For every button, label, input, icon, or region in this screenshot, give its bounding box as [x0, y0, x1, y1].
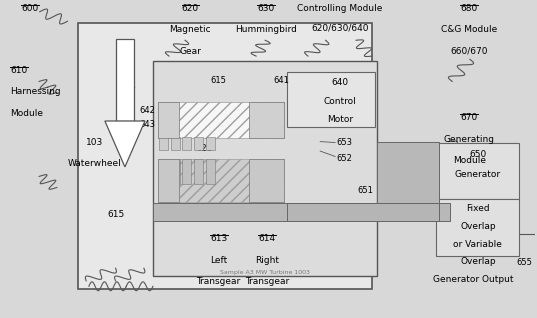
Text: Transgear: Transgear — [197, 277, 241, 287]
Bar — [249, 102, 284, 138]
Text: Generator Output: Generator Output — [433, 274, 514, 284]
Bar — [159, 159, 168, 184]
Text: Flow: Flow — [115, 85, 135, 93]
Text: 653: 653 — [336, 138, 352, 148]
Bar — [158, 159, 179, 202]
Text: 680: 680 — [461, 4, 478, 13]
Bar — [436, 143, 519, 198]
Text: or Variable: or Variable — [453, 240, 502, 249]
Bar — [287, 72, 375, 127]
Bar — [153, 203, 449, 221]
Text: 615: 615 — [211, 76, 227, 85]
Bar — [78, 23, 372, 289]
Text: Left: Left — [210, 256, 227, 265]
Text: 620/630/640: 620/630/640 — [311, 24, 369, 32]
Bar — [183, 137, 191, 149]
Bar — [206, 137, 215, 149]
Text: Module: Module — [10, 109, 43, 118]
Text: Generating: Generating — [444, 135, 495, 144]
Text: 643: 643 — [140, 121, 156, 129]
Bar — [158, 102, 284, 138]
Text: Magnetic: Magnetic — [170, 25, 211, 34]
Bar — [115, 39, 134, 121]
Bar — [206, 159, 215, 184]
Text: Harnessing: Harnessing — [10, 87, 61, 96]
Text: 630: 630 — [258, 4, 275, 13]
Text: Overlap: Overlap — [460, 257, 496, 266]
Polygon shape — [105, 121, 145, 167]
Text: Control: Control — [324, 97, 357, 106]
Bar — [183, 159, 191, 184]
Text: 670: 670 — [461, 113, 478, 122]
Text: Generator: Generator — [455, 170, 501, 179]
Text: Overlap: Overlap — [460, 222, 496, 231]
Bar — [287, 203, 439, 221]
Bar — [171, 159, 180, 184]
Bar — [249, 159, 284, 202]
Text: 103: 103 — [85, 138, 103, 148]
Bar — [171, 137, 180, 149]
Text: 615: 615 — [107, 210, 124, 219]
Bar — [153, 61, 378, 276]
Text: Transgear: Transgear — [245, 277, 289, 287]
Text: Motor: Motor — [327, 115, 353, 124]
Text: Controlling Module: Controlling Module — [297, 4, 383, 13]
Text: 600: 600 — [21, 4, 38, 13]
Text: 614: 614 — [258, 234, 275, 243]
Text: 641: 641 — [273, 76, 289, 85]
Text: 652: 652 — [336, 154, 352, 163]
Bar — [194, 159, 203, 184]
Text: Fixed: Fixed — [466, 204, 490, 213]
Text: Waterwheel: Waterwheel — [67, 159, 121, 168]
Bar — [436, 199, 519, 256]
Text: Module: Module — [453, 156, 486, 165]
Bar — [158, 159, 284, 202]
Text: Hummingbird: Hummingbird — [235, 25, 297, 34]
Text: 642: 642 — [140, 106, 156, 115]
Text: 650: 650 — [469, 150, 487, 159]
Bar — [378, 142, 439, 221]
Text: 610: 610 — [10, 66, 27, 75]
Text: 613: 613 — [210, 234, 227, 243]
Text: Right: Right — [255, 256, 279, 265]
Text: 655: 655 — [516, 258, 532, 267]
Bar — [194, 137, 203, 149]
Text: 620: 620 — [182, 4, 199, 13]
Text: 660/670: 660/670 — [451, 47, 488, 56]
Text: C&G Module: C&G Module — [441, 25, 497, 34]
Text: Sample A3 MW Turbine 1003: Sample A3 MW Turbine 1003 — [220, 270, 310, 275]
Text: 621: 621 — [197, 144, 213, 153]
Text: 110: 110 — [117, 66, 134, 75]
Text: Gear: Gear — [179, 47, 201, 56]
Bar — [159, 137, 168, 149]
Text: 651: 651 — [357, 186, 373, 195]
Bar — [158, 102, 179, 138]
Text: 640: 640 — [331, 78, 349, 87]
